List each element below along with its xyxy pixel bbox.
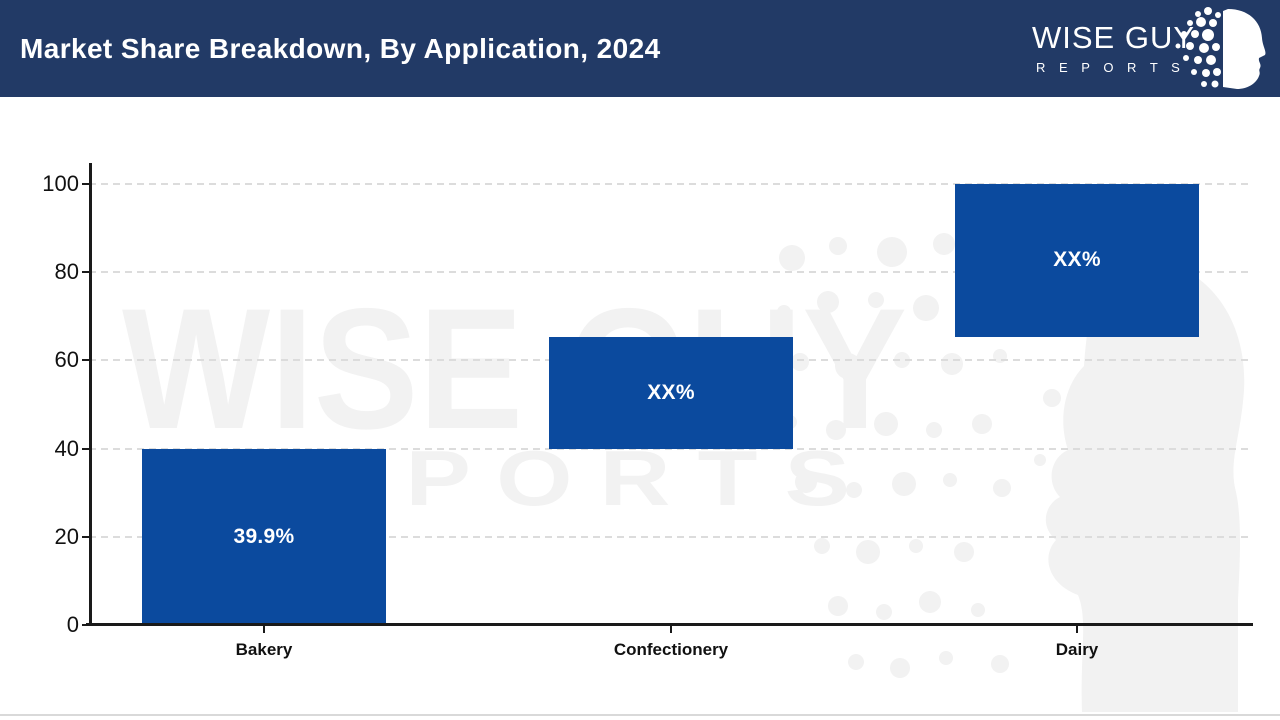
- wise-guy-reports-logo: WISE GUY R E P O R T S: [1022, 4, 1272, 94]
- y-tick-mark: [82, 271, 89, 274]
- x-tick-label: Confectionery: [613, 640, 729, 659]
- x-tick-mark: [670, 626, 672, 633]
- y-tick-mark: [82, 359, 89, 362]
- gridline: [89, 183, 1253, 185]
- gridline: [89, 271, 1253, 274]
- x-tick-label: Dairy: [1055, 640, 1099, 659]
- y-axis-line: [89, 163, 92, 626]
- x-tick-mark: [1076, 626, 1078, 633]
- logo-brand-text: WISE GUY: [1032, 20, 1196, 55]
- y-tick-label: 60: [54, 347, 79, 373]
- y-tick-mark: [82, 183, 89, 185]
- y-tick-label: 40: [54, 435, 79, 461]
- bottom-divider-line: [0, 714, 1280, 716]
- bar-value-label: XX%: [1053, 248, 1101, 272]
- y-tick-label: 20: [54, 523, 79, 549]
- y-tick-label: 100: [42, 171, 79, 196]
- bar-value-label: XX%: [647, 380, 695, 404]
- y-tick-label: 80: [54, 259, 79, 285]
- y-tick-mark: [82, 624, 89, 626]
- logo-head-icon: [1175, 7, 1266, 89]
- x-axis-line: [86, 623, 1253, 626]
- gridline: [89, 535, 1253, 538]
- bar-confectionery: XX%: [549, 336, 793, 450]
- x-tick-mark: [263, 626, 265, 633]
- y-tick-mark: [82, 447, 89, 450]
- header-bar: Market Share Breakdown, By Application, …: [0, 0, 1280, 97]
- logo-sub-text: R E P O R T S: [1036, 60, 1185, 75]
- x-tick-label: Bakery: [235, 640, 293, 659]
- page-title: Market Share Breakdown, By Application, …: [20, 32, 661, 64]
- bar-value-label: 39.9%: [233, 525, 295, 548]
- bar-bakery: 39.9%: [142, 449, 386, 625]
- y-tick-mark: [82, 535, 89, 538]
- y-tick-label: 0: [66, 612, 79, 637]
- bar-dairy: XX%: [955, 184, 1199, 337]
